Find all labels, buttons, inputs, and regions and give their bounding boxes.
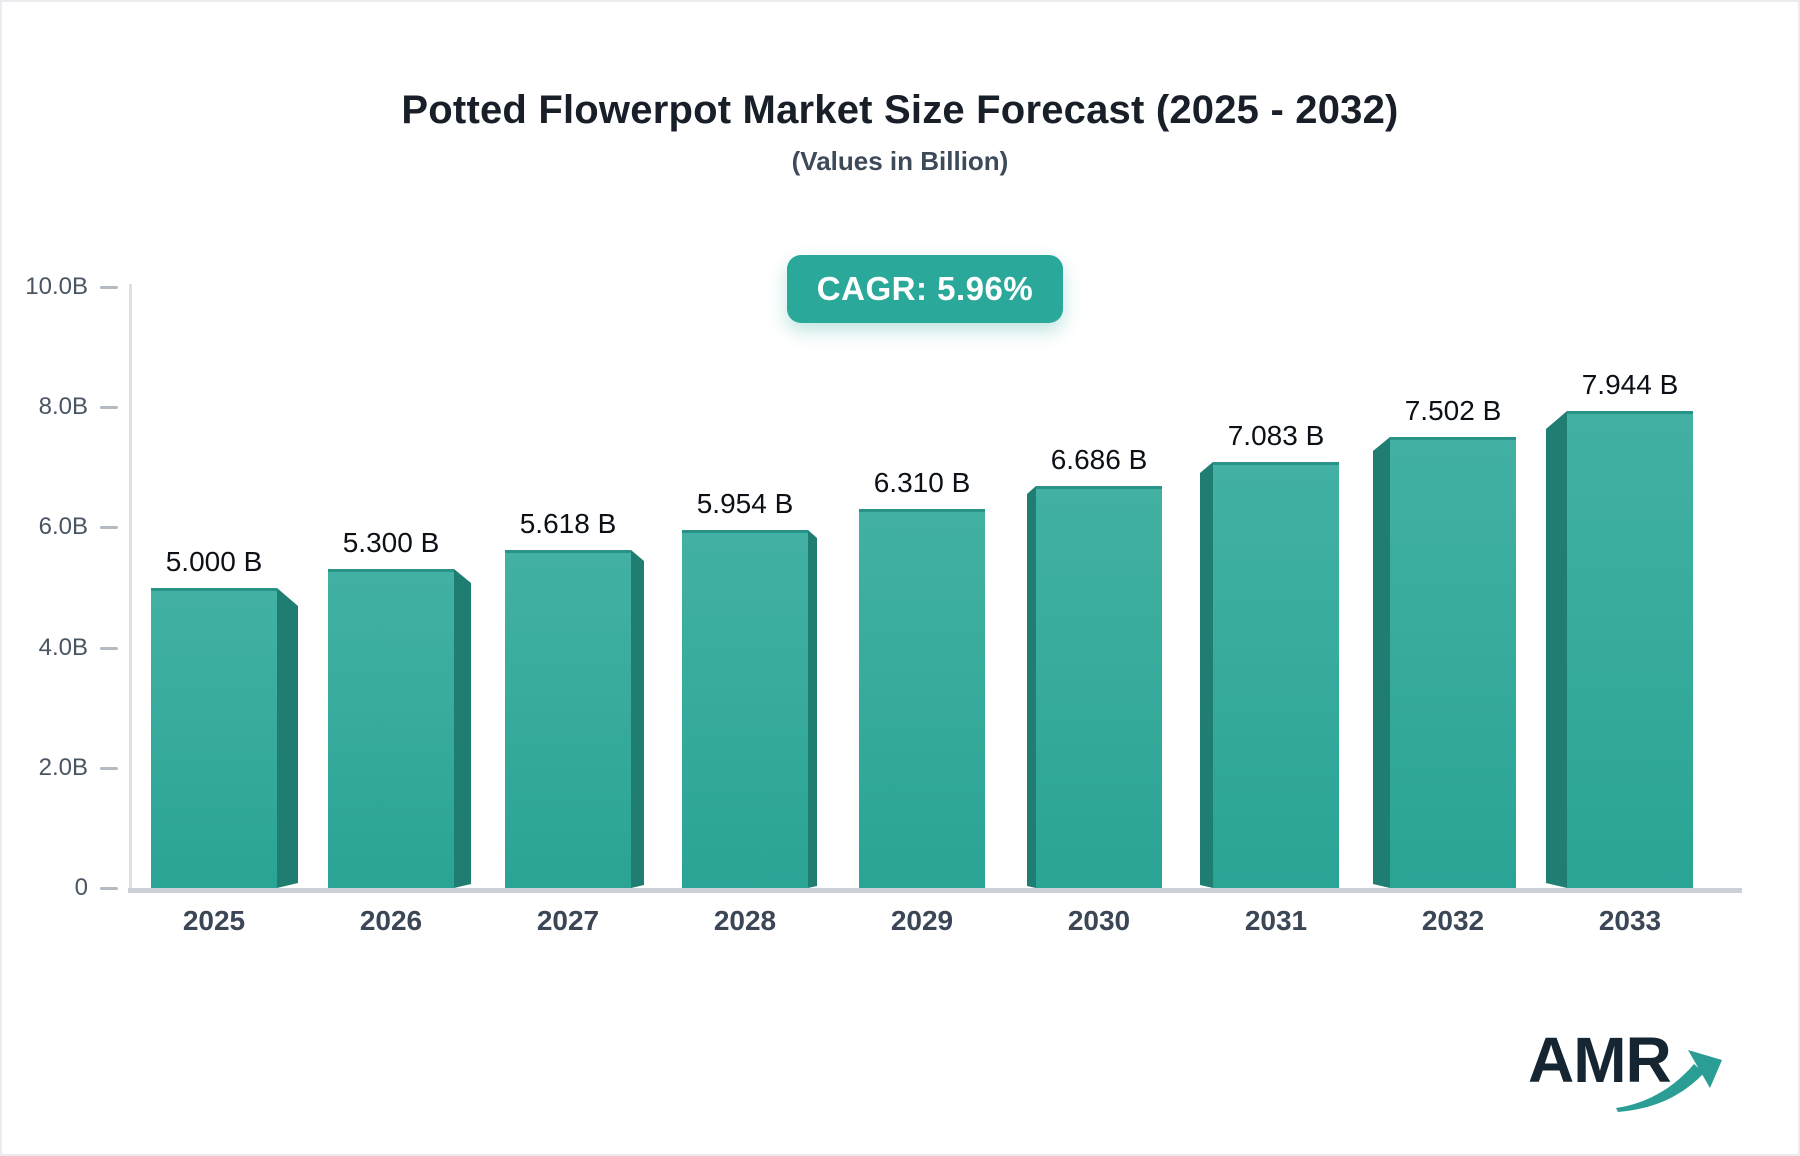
- bar-side: [277, 588, 298, 888]
- bar-side: [1373, 437, 1390, 888]
- y-tick-label: 0: [74, 874, 88, 901]
- y-axis-line: [129, 284, 132, 892]
- y-tick-dash: [100, 286, 118, 289]
- bar-side: [808, 530, 817, 888]
- bar-value-label: 5.618 B: [519, 508, 617, 539]
- x-tick-label: 2026: [359, 905, 423, 936]
- y-tick-dash: [100, 887, 118, 890]
- bar-face: [1390, 437, 1516, 888]
- bar-side: [454, 569, 471, 888]
- bar-side: [1546, 411, 1567, 888]
- amr-logo-text: AMR: [1528, 1024, 1672, 1096]
- x-tick-label: 2032: [1421, 905, 1485, 936]
- bar-value-label: 5.954 B: [696, 488, 794, 519]
- y-tick-label: 2.0B: [38, 753, 88, 781]
- chart-subtitle: (Values in Billion): [791, 146, 1009, 176]
- y-tick-dash: [100, 766, 118, 770]
- bar-value-label: 7.944 B: [1581, 369, 1679, 400]
- bar-face: [859, 509, 985, 888]
- y-tick-dash: [100, 406, 118, 410]
- bar-face: [1567, 411, 1693, 888]
- bar-face: [151, 588, 277, 888]
- x-tick-label: 2031: [1244, 905, 1308, 936]
- y-tick-dash: [100, 526, 118, 530]
- growth-arrow-icon: [1616, 1050, 1722, 1112]
- bar-value-label: 6.686 B: [1050, 444, 1148, 475]
- x-axis-baseline: [128, 888, 1742, 893]
- bar-face: [505, 550, 631, 888]
- amr-logo: AMR: [1528, 1028, 1728, 1118]
- y-tick-label: 8.0B: [38, 393, 88, 421]
- bar-face: [328, 569, 454, 888]
- page-title: Potted Flowerpot Market Size Forecast (2…: [401, 88, 1399, 132]
- bar-value-label: 6.310 B: [873, 467, 971, 498]
- bar-side: [1027, 486, 1036, 888]
- bar-side: [631, 550, 644, 888]
- y-tick-label: 10.0B: [25, 273, 88, 300]
- bar-value-label: 5.300 B: [342, 527, 440, 558]
- x-tick-label: 2033: [1598, 905, 1662, 936]
- x-tick-label: 2030: [1067, 905, 1131, 936]
- y-tick-dash: [100, 646, 118, 650]
- bar-face: [682, 530, 808, 888]
- bar-value-label: 5.000 B: [165, 546, 263, 577]
- bar-face: [1213, 462, 1339, 888]
- bar-value-label: 7.083 B: [1227, 420, 1325, 451]
- bar-value-label: 7.502 B: [1404, 395, 1502, 426]
- y-tick-label: 4.0B: [38, 633, 88, 661]
- bar-face: [1036, 486, 1162, 888]
- x-tick-label: 2028: [713, 905, 777, 936]
- x-tick-label: 2027: [536, 905, 600, 936]
- bar-side: [1200, 462, 1213, 888]
- x-tick-label: 2025: [182, 905, 246, 936]
- y-tick-label: 6.0B: [38, 513, 88, 541]
- x-tick-label: 2029: [890, 905, 954, 936]
- cagr-badge: CAGR: 5.96%: [787, 255, 1063, 323]
